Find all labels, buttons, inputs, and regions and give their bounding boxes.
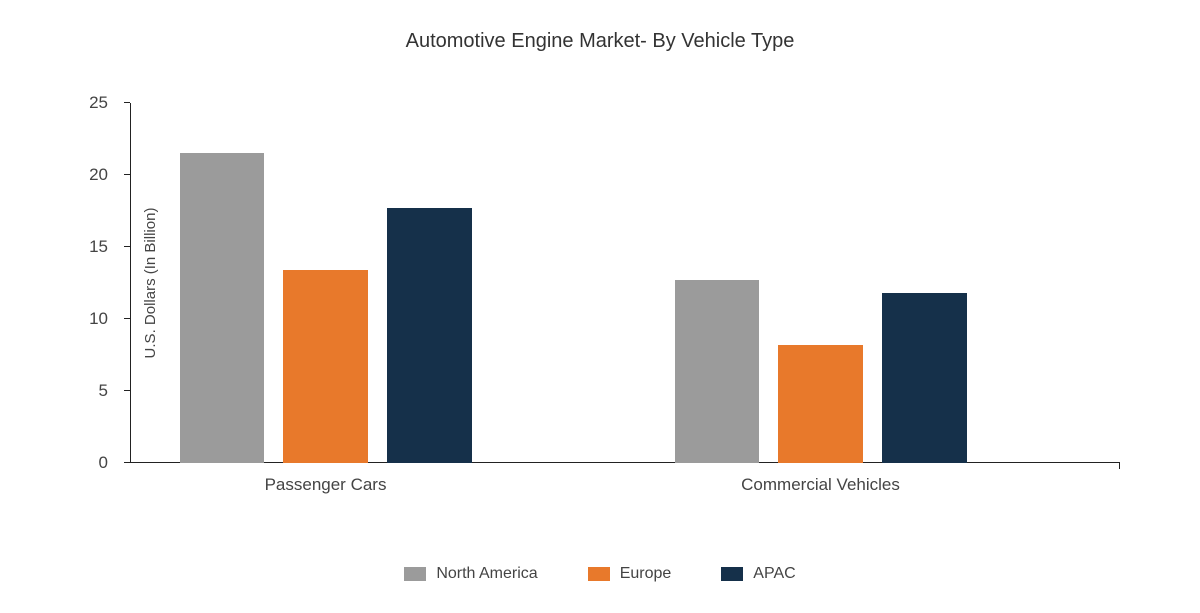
y-tick-label: 20 xyxy=(89,165,108,185)
x-category-label: Commercial Vehicles xyxy=(741,475,900,495)
y-tick-mark xyxy=(124,390,130,391)
legend: North America Europe APAC xyxy=(0,565,1200,583)
legend-label: North America xyxy=(436,565,537,583)
legend-swatch xyxy=(588,567,610,581)
chart-title: Automotive Engine Market- By Vehicle Typ… xyxy=(60,30,1140,53)
y-tick-label: 5 xyxy=(99,381,108,401)
bar xyxy=(675,280,759,463)
y-tick-mark xyxy=(124,318,130,319)
plot-area: U.S. Dollars (In Billion) 0510152025 Pas… xyxy=(130,103,1120,463)
y-tick-mark xyxy=(124,246,130,247)
x-category-label: Passenger Cars xyxy=(265,475,387,495)
y-tick-label: 0 xyxy=(99,453,108,473)
bar xyxy=(882,293,966,463)
x-labels: Passenger Cars Commercial Vehicles xyxy=(130,475,1120,505)
bar xyxy=(387,208,471,463)
y-tick-label: 10 xyxy=(89,309,108,329)
legend-item: North America xyxy=(404,565,537,583)
x-axis-right-tick xyxy=(1119,463,1120,469)
legend-swatch xyxy=(721,567,743,581)
legend-item: Europe xyxy=(588,565,672,583)
legend-label: Europe xyxy=(620,565,672,583)
bars-layer xyxy=(130,103,1120,463)
bar xyxy=(283,270,367,463)
y-tick-mark xyxy=(124,102,130,103)
bar xyxy=(778,345,862,463)
y-tick-mark xyxy=(124,462,130,463)
y-tick-label: 25 xyxy=(89,93,108,113)
y-tick-mark xyxy=(124,174,130,175)
legend-swatch xyxy=(404,567,426,581)
legend-label: APAC xyxy=(753,565,795,583)
y-tick-label: 15 xyxy=(89,237,108,257)
bar xyxy=(180,153,264,463)
chart-container: Automotive Engine Market- By Vehicle Typ… xyxy=(0,0,1200,613)
legend-item: APAC xyxy=(721,565,795,583)
